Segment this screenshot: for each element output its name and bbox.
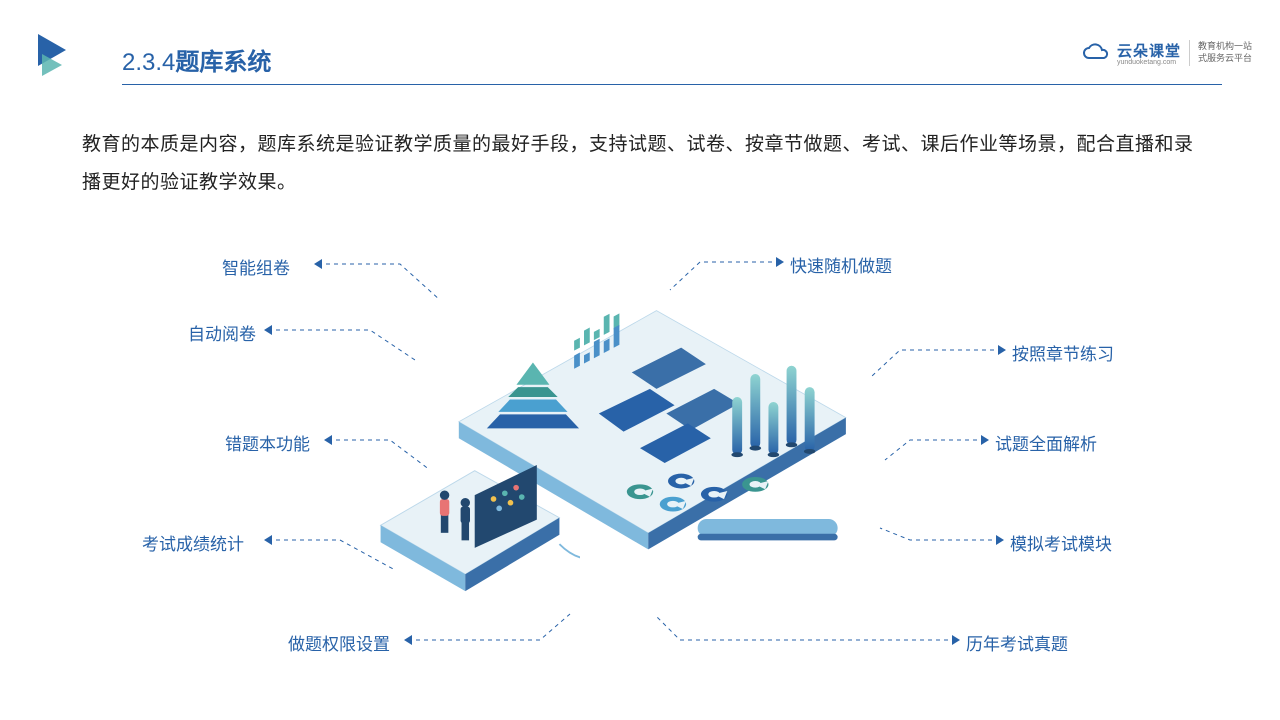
logo-tagline: 教育机构一站 式服务云平台 [1198,41,1252,64]
feature-label-right-2: 试题全面解析 [995,430,1097,455]
cloud-icon [1081,42,1109,64]
logo-domain: yunduoketang.com [1117,59,1181,66]
small-platform [360,450,580,610]
title-underline [122,84,1222,85]
logo-divider [1189,40,1190,66]
body-paragraph: 教育的本质是内容，题库系统是验证教学质量的最好手段，支持试题、试卷、按章节做题、… [82,126,1198,202]
section-arrow-icon [36,32,72,76]
isometric-illustration [380,250,940,670]
logo-name: 云朵课堂 [1117,40,1181,61]
section-title: 2.3.4题库系统 [122,42,271,77]
feature-label-right-4: 历年考试真题 [966,630,1068,655]
feature-label-right-3: 模拟考试模块 [1010,530,1112,555]
slide-header: 2.3.4题库系统 云朵课堂 yunduoketang.com 教育机构一站 式… [0,32,1280,92]
feature-label-left-2: 错题本功能 [225,430,310,455]
feature-label-right-1: 按照章节练习 [1012,340,1114,365]
feature-diagram: 智能组卷自动阅卷错题本功能考试成绩统计做题权限设置 快速随机做题按照章节练习试题… [0,230,1280,690]
brand-logo: 云朵课堂 yunduoketang.com 教育机构一站 式服务云平台 [1081,40,1252,66]
section-title-text: 题库系统 [175,49,271,76]
feature-label-left-3: 考试成绩统计 [142,530,244,555]
feature-label-left-0: 智能组卷 [222,254,290,279]
section-number: 2.3.4 [122,49,175,76]
feature-label-left-4: 做题权限设置 [288,630,390,655]
feature-label-left-1: 自动阅卷 [188,320,256,345]
